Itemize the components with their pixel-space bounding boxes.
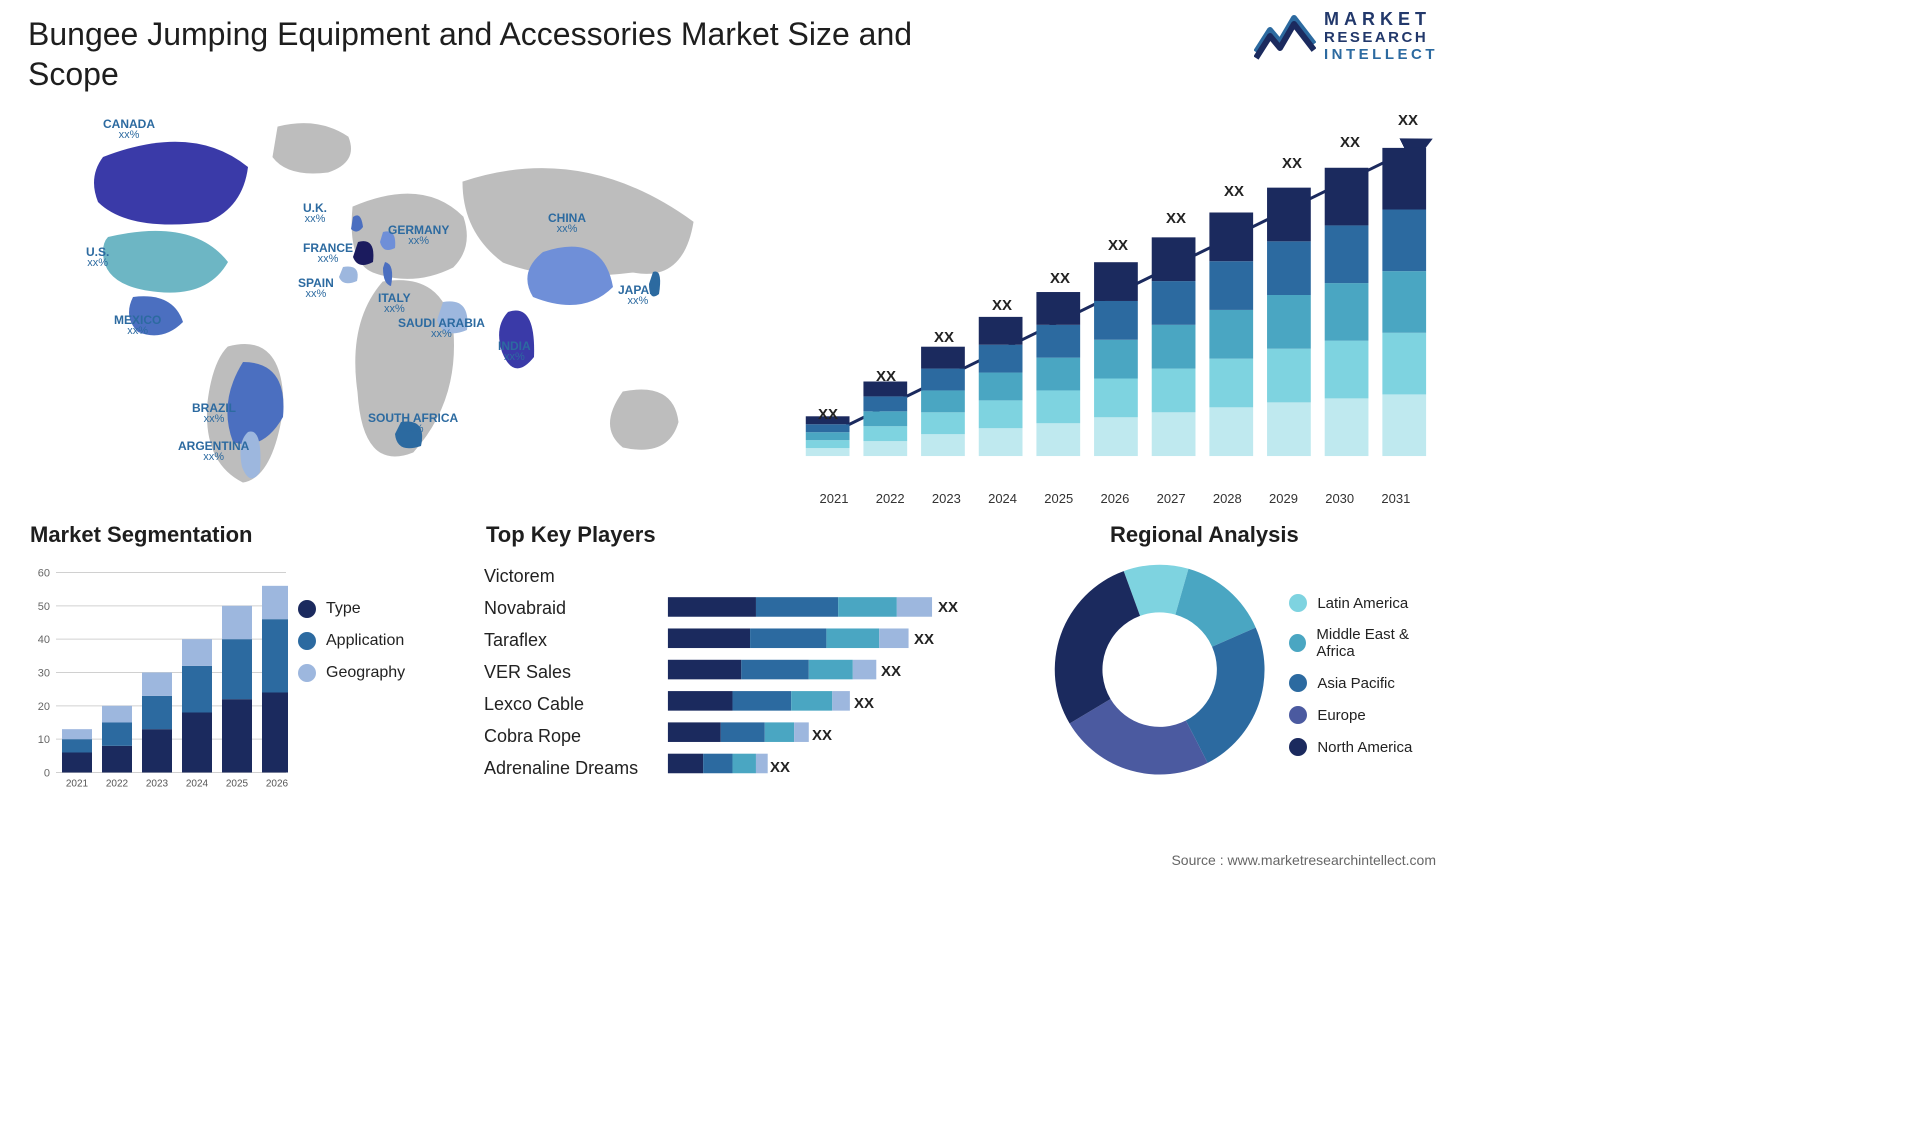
- segmentation-svg: 0 10 20 30 40 50 60 2021 2022 2023 2024 2025 2026: [28, 560, 288, 795]
- region-legend-item: Middle East & Africa: [1289, 626, 1444, 660]
- bar-value-label: XX: [1090, 237, 1146, 254]
- svg-text:0: 0: [44, 768, 50, 780]
- player-name: Victorem: [484, 560, 664, 592]
- logo-text-1: MARKET: [1324, 10, 1438, 28]
- legend-dot: [1289, 594, 1307, 612]
- bar-value-label: XX: [800, 406, 856, 423]
- top-players-panel: Top Key Players VictoremNovabraidTarafle…: [484, 522, 1044, 822]
- logo-text-3: INTELLECT: [1324, 47, 1438, 62]
- bar-value-label: XX: [1206, 183, 1262, 200]
- player-name: Adrenaline Dreams: [484, 752, 664, 784]
- map-label-argentina: ARGENTINAxx%: [178, 440, 249, 463]
- map-label-china: CHINAxx%: [548, 212, 586, 235]
- legend-item: Type: [298, 600, 405, 618]
- legend-dot: [298, 632, 316, 650]
- segmentation-legend: Type Application Geography: [298, 560, 405, 795]
- map-label-uk: U.K.xx%: [303, 202, 327, 225]
- regional-donut: [1050, 560, 1269, 779]
- player-value: XX: [914, 631, 934, 648]
- bar-value-label: XX: [1264, 155, 1320, 172]
- map-label-france: FRANCExx%: [303, 242, 353, 265]
- region-legend-item: Europe: [1289, 706, 1444, 724]
- regional-legend: Latin America Middle East & Africa Asia Pa…: [1289, 594, 1444, 756]
- svg-text:2025: 2025: [226, 779, 249, 790]
- region-legend-item: Asia Pacific: [1289, 674, 1444, 692]
- map-label-saudi: SAUDI ARABIAxx%: [398, 317, 485, 340]
- map-label-mexico: MEXICOxx%: [114, 314, 161, 337]
- legend-item: Application: [298, 632, 405, 650]
- player-value: XX: [770, 759, 790, 776]
- svg-text:50: 50: [38, 601, 50, 613]
- player-name: Novabraid: [484, 592, 664, 624]
- legend-dot: [298, 664, 316, 682]
- regional-heading: Regional Analysis: [1110, 522, 1444, 548]
- map-label-italy: ITALYxx%: [378, 292, 411, 315]
- map-label-japan: JAPANxx%: [618, 284, 658, 307]
- legend-item: Geography: [298, 664, 405, 682]
- bar-value-label: XX: [1148, 210, 1204, 227]
- bar-value-label: XX: [974, 297, 1030, 314]
- region-legend-item: North America: [1289, 738, 1444, 756]
- map-label-brazil: BRAZILxx%: [192, 402, 236, 425]
- main-row: CANADAxx% U.S.xx% MEXICOxx% BRAZILxx% ARGENT…: [28, 112, 1444, 502]
- top-players-svg: [664, 560, 1024, 785]
- market-xaxis: 2021202220232024202520262027202820292030…: [768, 487, 1444, 506]
- map-label-safrica: SOUTH AFRICAxx%: [368, 412, 458, 435]
- regional-panel: Regional Analysis Latin America Middle Ea…: [1050, 522, 1444, 822]
- segmentation-panel: Market Segmentation 0 10 20 30 40 50 60 2021 202…: [28, 522, 478, 822]
- map-label-germany: GERMANYxx%: [388, 224, 449, 247]
- svg-text:20: 20: [38, 701, 50, 713]
- player-name: Cobra Rope: [484, 720, 664, 752]
- player-names: VictoremNovabraidTaraflexVER SalesLexco …: [484, 560, 664, 784]
- player-value: XX: [881, 663, 901, 680]
- legend-dot: [1289, 738, 1307, 756]
- market-size-chart: 2021202220232024202520262027202820292030…: [738, 112, 1444, 502]
- svg-text:2024: 2024: [186, 779, 209, 790]
- legend-dot: [1289, 634, 1306, 652]
- bottom-row: Market Segmentation 0 10 20 30 40 50 60 2021 202…: [28, 522, 1444, 822]
- svg-text:2022: 2022: [106, 779, 129, 790]
- region-legend-item: Latin America: [1289, 594, 1444, 612]
- map-label-canada: CANADAxx%: [103, 118, 155, 141]
- market-size-svg: [768, 112, 1444, 482]
- page-title: Bungee Jumping Equipment and Accessories…: [28, 14, 978, 94]
- player-value: XX: [812, 727, 832, 744]
- svg-text:2026: 2026: [266, 779, 288, 790]
- bar-value-label: XX: [1380, 112, 1436, 129]
- header-row: Bungee Jumping Equipment and Accessories…: [28, 14, 1444, 94]
- source-line: Source : www.marketresearchintellect.com: [1171, 852, 1436, 868]
- bar-value-label: XX: [1032, 270, 1088, 287]
- segmentation-heading: Market Segmentation: [30, 522, 478, 548]
- svg-text:2023: 2023: [146, 779, 169, 790]
- map-label-india: INDIAxx%: [498, 340, 531, 363]
- legend-dot: [1289, 674, 1307, 692]
- player-value: XX: [938, 599, 958, 616]
- bar-value-label: XX: [858, 368, 914, 385]
- top-players-heading: Top Key Players: [486, 522, 1044, 548]
- svg-text:40: 40: [38, 634, 50, 646]
- legend-dot: [298, 600, 316, 618]
- player-value: XX: [854, 695, 874, 712]
- player-name: Taraflex: [484, 624, 664, 656]
- map-label-spain: SPAINxx%: [298, 277, 334, 300]
- infographic-canvas: Bungee Jumping Equipment and Accessories…: [0, 0, 1466, 876]
- bar-value-label: XX: [916, 329, 972, 346]
- logo-text-2: RESEARCH: [1324, 30, 1438, 45]
- player-name: Lexco Cable: [484, 688, 664, 720]
- legend-dot: [1289, 706, 1307, 724]
- map-label-us: U.S.xx%: [86, 246, 109, 269]
- logo-icon: [1254, 12, 1316, 60]
- svg-text:10: 10: [38, 734, 50, 746]
- svg-text:30: 30: [38, 668, 50, 680]
- svg-text:60: 60: [38, 568, 50, 580]
- bar-value-label: XX: [1322, 134, 1378, 151]
- player-name: VER Sales: [484, 656, 664, 688]
- brand-logo: MARKET RESEARCH INTELLECT: [1254, 10, 1438, 62]
- svg-text:2021: 2021: [66, 779, 89, 790]
- world-map-block: CANADAxx% U.S.xx% MEXICOxx% BRAZILxx% ARGENT…: [28, 112, 738, 502]
